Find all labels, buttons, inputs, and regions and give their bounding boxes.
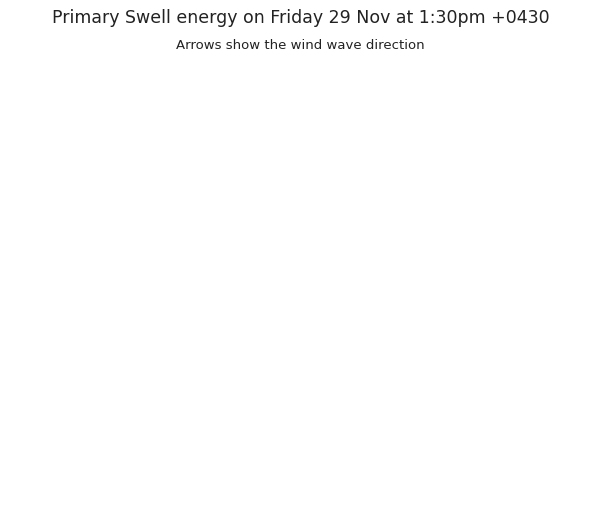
Text: Primary Swell energy on Friday 29 Nov at 1:30pm +0430: Primary Swell energy on Friday 29 Nov at… xyxy=(52,9,549,26)
Text: Arrows show the wind wave direction: Arrows show the wind wave direction xyxy=(176,39,425,52)
